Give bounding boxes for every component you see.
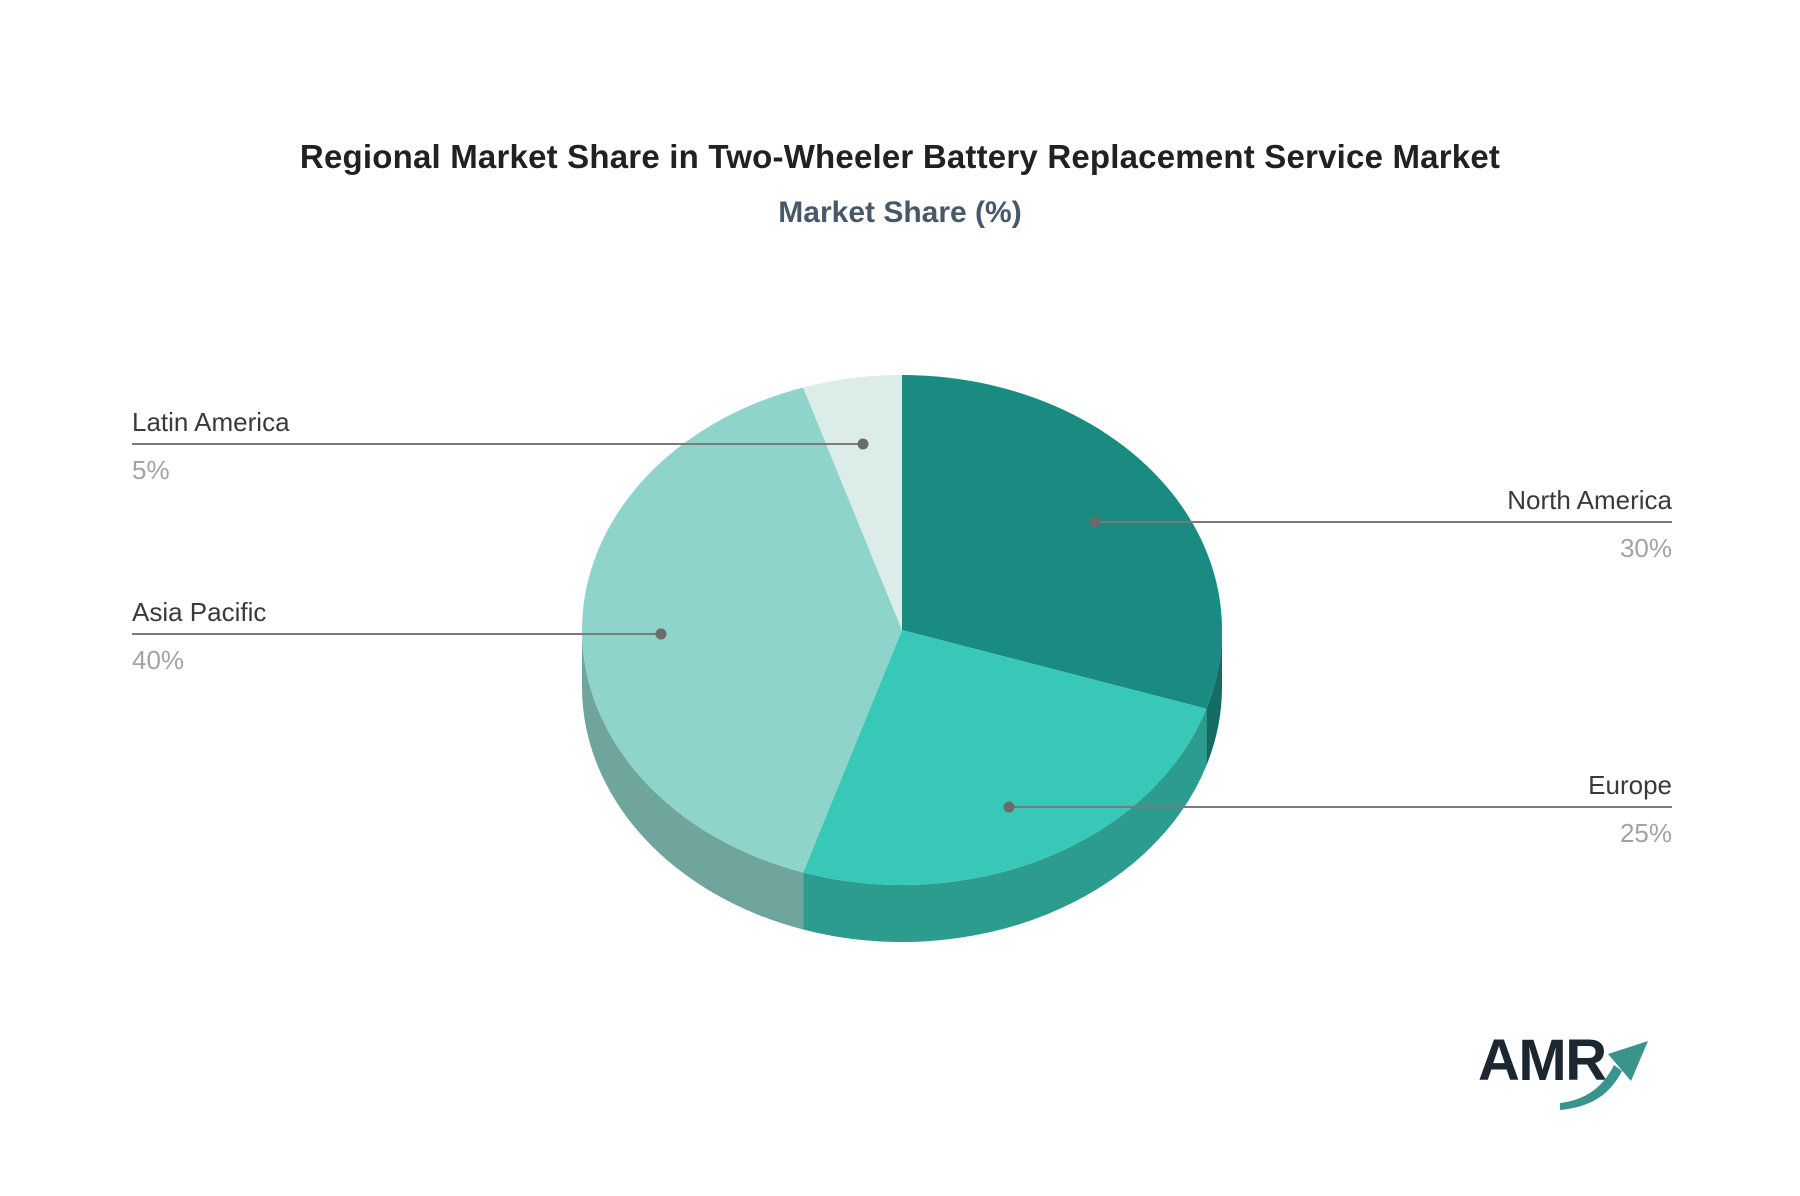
pie-slice-asia-pacific[interactable] (581, 387, 902, 873)
callout-value-asia-pacific: 40% (132, 645, 185, 675)
leader-dot-north-america (1089, 516, 1101, 528)
callout-label-asia-pacific: Asia Pacific (132, 597, 267, 627)
leader-dot-asia-pacific (655, 628, 667, 640)
amr-logo-text: AMR (1478, 1028, 1607, 1093)
callout-value-north-america: 30% (1619, 533, 1672, 563)
pie-slice-europe[interactable] (803, 630, 1207, 886)
logo-growth-arrow-icon (1560, 1041, 1648, 1110)
pie-slice-north-america[interactable] (902, 375, 1223, 709)
callout-value-latin-america: 5% (132, 455, 170, 485)
pie-slice-side-north-america (1206, 630, 1222, 766)
chart-subtitle: Market Share (%) (778, 196, 1022, 229)
chart-title: Regional Market Share in Two-Wheeler Bat… (299, 138, 1501, 175)
pie-slice-side-europe (803, 708, 1207, 943)
amr-logo: AMR (1478, 1032, 1658, 1122)
callout-label-north-america: North America (1507, 485, 1672, 515)
pie-slice-side-asia-pacific (582, 630, 804, 930)
leader-dot-latin-america (857, 438, 869, 450)
leader-dot-europe (1003, 801, 1015, 813)
callout-label-europe: Europe (1588, 770, 1672, 800)
pie-slice-latin-america[interactable] (803, 375, 902, 630)
callout-value-europe: 25% (1619, 818, 1672, 848)
callout-label-latin-america: Latin America (132, 407, 290, 437)
